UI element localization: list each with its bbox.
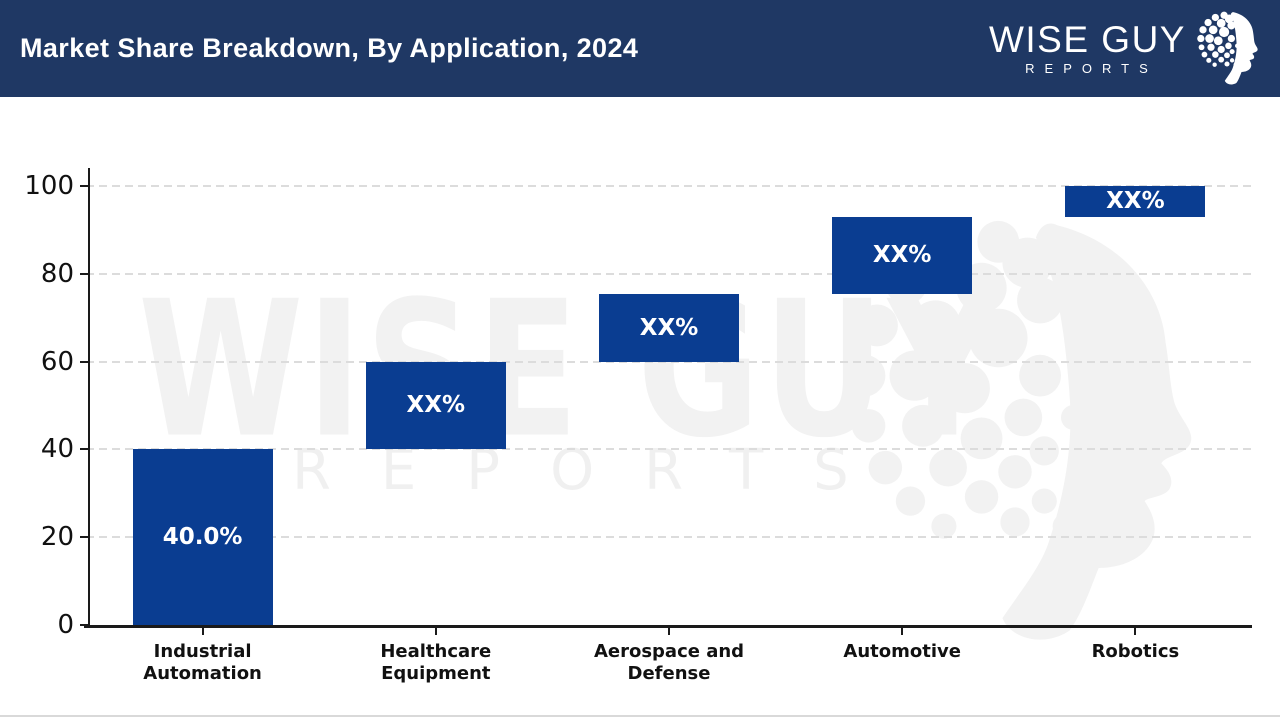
y-axis-tick-60 bbox=[80, 360, 88, 363]
x-axis-tick-4 bbox=[1134, 628, 1137, 635]
y-axis-label-60: 60 bbox=[40, 346, 74, 377]
header-bar: Market Share Breakdown, By Application, … bbox=[0, 0, 1280, 97]
x-axis-label-2: Aerospace and Defense bbox=[593, 641, 745, 684]
x-axis-tick-1 bbox=[434, 628, 437, 635]
logo-wordmark: WISE GUY bbox=[988, 19, 1186, 60]
x-axis-label-4: Robotics bbox=[1091, 641, 1180, 662]
y-axis-tick-20 bbox=[80, 536, 88, 539]
x-axis-tick-2 bbox=[668, 628, 670, 635]
dotted-head-profile-icon bbox=[1190, 8, 1264, 88]
bar-automotive: XX% bbox=[832, 216, 973, 294]
bar-robotics: XX% bbox=[1065, 186, 1206, 217]
x-axis-line bbox=[84, 625, 1252, 628]
footer-divider bbox=[0, 715, 1280, 717]
bar-value-label: XX% bbox=[872, 242, 932, 269]
bar-value-label: XX% bbox=[406, 392, 466, 419]
y-axis-tick-40 bbox=[80, 448, 88, 451]
y-axis-label-80: 80 bbox=[40, 258, 74, 289]
gridline-100 bbox=[86, 185, 1252, 187]
bar-industrial-automation: 40.0% bbox=[132, 449, 273, 625]
y-axis-label-100: 100 bbox=[24, 171, 74, 201]
logo-text: WISE GUY REPORTS bbox=[988, 19, 1186, 77]
y-axis-line bbox=[88, 168, 90, 627]
x-axis-tick-0 bbox=[201, 628, 204, 635]
bar-value-label: XX% bbox=[639, 314, 699, 341]
gridline-60 bbox=[86, 360, 1252, 363]
gridline-20 bbox=[86, 536, 1252, 539]
y-axis-tick-80 bbox=[80, 272, 88, 275]
x-axis-label-0: Industrial Automation bbox=[143, 641, 262, 684]
y-axis-label-40: 40 bbox=[40, 434, 74, 465]
bar-healthcare-equipment: XX% bbox=[365, 361, 506, 450]
x-axis-label-1: Healthcare Equipment bbox=[380, 641, 492, 684]
y-axis-label-20: 20 bbox=[40, 522, 74, 553]
gridline-80 bbox=[86, 272, 1252, 275]
logo-reports-text: REPORTS bbox=[1025, 61, 1158, 76]
bar-value-label: XX% bbox=[1106, 188, 1165, 215]
wise-guy-reports-logo: WISE GUY REPORTS bbox=[989, 8, 1264, 88]
y-axis-label-0: 0 bbox=[57, 610, 74, 640]
y-axis-tick-100 bbox=[80, 185, 88, 187]
x-axis-label-3: Automotive bbox=[843, 641, 961, 662]
bar-value-label: 40.0% bbox=[162, 524, 243, 551]
page-title: Market Share Breakdown, By Application, … bbox=[20, 33, 639, 63]
gridline-40 bbox=[86, 448, 1252, 451]
bar-aerospace-and-defense: XX% bbox=[599, 293, 739, 362]
x-axis-tick-3 bbox=[901, 628, 904, 635]
